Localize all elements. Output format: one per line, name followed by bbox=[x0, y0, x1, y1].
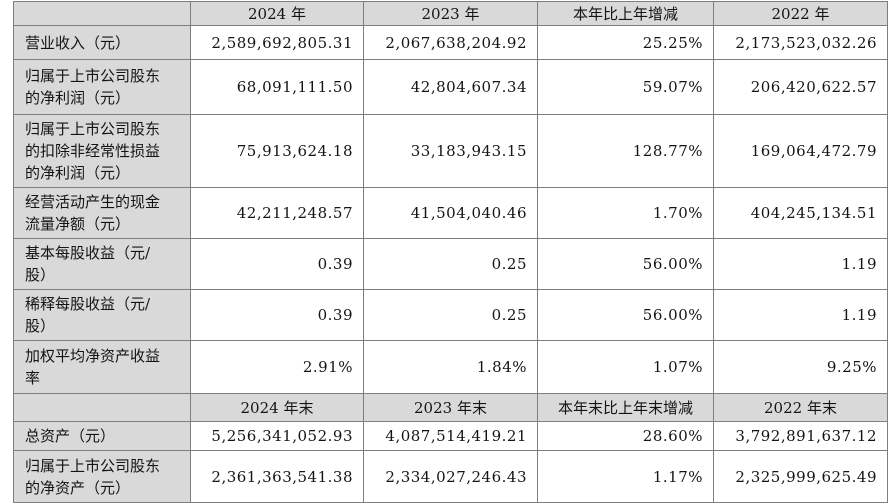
column-header-2024: 2024 年 bbox=[190, 1, 364, 26]
value-cell: 41,504,040.46 bbox=[363, 187, 538, 239]
row-label: 基本每股收益（元/股） bbox=[13, 238, 191, 290]
table-row-basic-eps: 基本每股收益（元/股） 0.39 0.25 56.00% 1.19 bbox=[13, 238, 888, 290]
value-cell: 0.39 bbox=[190, 289, 364, 341]
table-row-weighted-roe: 加权平均净资产收益率 2.91% 1.84% 1.07% 9.25% bbox=[13, 340, 888, 394]
table-row-net-profit: 归属于上市公司股东的净利润（元） 68,091,111.50 42,804,60… bbox=[13, 59, 888, 115]
value-cell: 1.19 bbox=[713, 238, 888, 290]
value-cell: 2,361,363,541.38 bbox=[190, 450, 364, 503]
value-cell: 2,334,027,246.43 bbox=[363, 450, 538, 503]
value-cell: 0.39 bbox=[190, 238, 364, 290]
row-label: 归属于上市公司股东的净利润（元） bbox=[13, 59, 191, 115]
column-header-2023: 2023 年 bbox=[363, 1, 538, 26]
value-cell: 2,589,692,805.31 bbox=[190, 25, 364, 60]
change-cell: 25.25% bbox=[537, 25, 714, 60]
value-cell: 169,064,472.79 bbox=[713, 114, 888, 188]
value-cell: 404,245,134.51 bbox=[713, 187, 888, 239]
header-row-yearend: 2024 年末 2023 年末 本年末比上年末增减 2022 年末 bbox=[13, 393, 888, 422]
column-header-change: 本年比上年增减 bbox=[537, 1, 714, 26]
value-cell: 2,067,638,204.92 bbox=[363, 25, 538, 60]
change-cell: 56.00% bbox=[537, 289, 714, 341]
column-header-2022-end: 2022 年末 bbox=[713, 393, 888, 422]
value-cell: 3,792,891,637.12 bbox=[713, 421, 888, 451]
table-row-operating-cash-flow: 经营活动产生的现金流量净额（元） 42,211,248.57 41,504,04… bbox=[13, 187, 888, 239]
row-label: 经营活动产生的现金流量净额（元） bbox=[13, 187, 191, 239]
change-cell: 56.00% bbox=[537, 238, 714, 290]
value-cell: 1.19 bbox=[713, 289, 888, 341]
table-row-total-assets: 总资产（元） 5,256,341,052.93 4,087,514,419.21… bbox=[13, 421, 888, 451]
value-cell: 9.25% bbox=[713, 340, 888, 394]
change-cell: 1.70% bbox=[537, 187, 714, 239]
value-cell: 2,173,523,032.26 bbox=[713, 25, 888, 60]
change-cell: 28.60% bbox=[537, 421, 714, 451]
column-header-change-end: 本年末比上年末增减 bbox=[537, 393, 714, 422]
table-row-revenue: 营业收入（元） 2,589,692,805.31 2,067,638,204.9… bbox=[13, 25, 888, 60]
row-label: 归属于上市公司股东的扣除非经常性损益的净利润（元） bbox=[13, 114, 191, 188]
value-cell: 68,091,111.50 bbox=[190, 59, 364, 115]
value-cell: 75,913,624.18 bbox=[190, 114, 364, 188]
column-header-2022: 2022 年 bbox=[713, 1, 888, 26]
value-cell: 2,325,999,625.49 bbox=[713, 450, 888, 503]
value-cell: 42,804,607.34 bbox=[363, 59, 538, 115]
row-label: 稀释每股收益（元/股） bbox=[13, 289, 191, 341]
column-header-2023-end: 2023 年末 bbox=[363, 393, 538, 422]
table-row-deducted-net-profit: 归属于上市公司股东的扣除非经常性损益的净利润（元） 75,913,624.18 … bbox=[13, 114, 888, 188]
header-row-current: 2024 年 2023 年 本年比上年增减 2022 年 bbox=[13, 1, 888, 26]
value-cell: 2.91% bbox=[190, 340, 364, 394]
value-cell: 0.25 bbox=[363, 238, 538, 290]
value-cell: 4,087,514,419.21 bbox=[363, 421, 538, 451]
corner-cell bbox=[13, 1, 191, 26]
table-row-diluted-eps: 稀释每股收益（元/股） 0.39 0.25 56.00% 1.19 bbox=[13, 289, 888, 341]
table-row-net-assets: 归属于上市公司股东的净资产（元） 2,361,363,541.38 2,334,… bbox=[13, 450, 888, 503]
corner-cell bbox=[13, 393, 191, 422]
value-cell: 33,183,943.15 bbox=[363, 114, 538, 188]
row-label: 总资产（元） bbox=[13, 421, 191, 451]
row-label: 加权平均净资产收益率 bbox=[13, 340, 191, 394]
value-cell: 206,420,622.57 bbox=[713, 59, 888, 115]
change-cell: 1.07% bbox=[537, 340, 714, 394]
column-header-2024-end: 2024 年末 bbox=[190, 393, 364, 422]
row-label: 营业收入（元） bbox=[13, 25, 191, 60]
value-cell: 1.84% bbox=[363, 340, 538, 394]
change-cell: 59.07% bbox=[537, 59, 714, 115]
value-cell: 42,211,248.57 bbox=[190, 187, 364, 239]
value-cell: 5,256,341,052.93 bbox=[190, 421, 364, 451]
change-cell: 128.77% bbox=[537, 114, 714, 188]
value-cell: 0.25 bbox=[363, 289, 538, 341]
financial-summary-table: 2024 年 2023 年 本年比上年增减 2022 年 营业收入（元） 2,5… bbox=[13, 1, 888, 503]
change-cell: 1.17% bbox=[537, 450, 714, 503]
row-label: 归属于上市公司股东的净资产（元） bbox=[13, 450, 191, 503]
